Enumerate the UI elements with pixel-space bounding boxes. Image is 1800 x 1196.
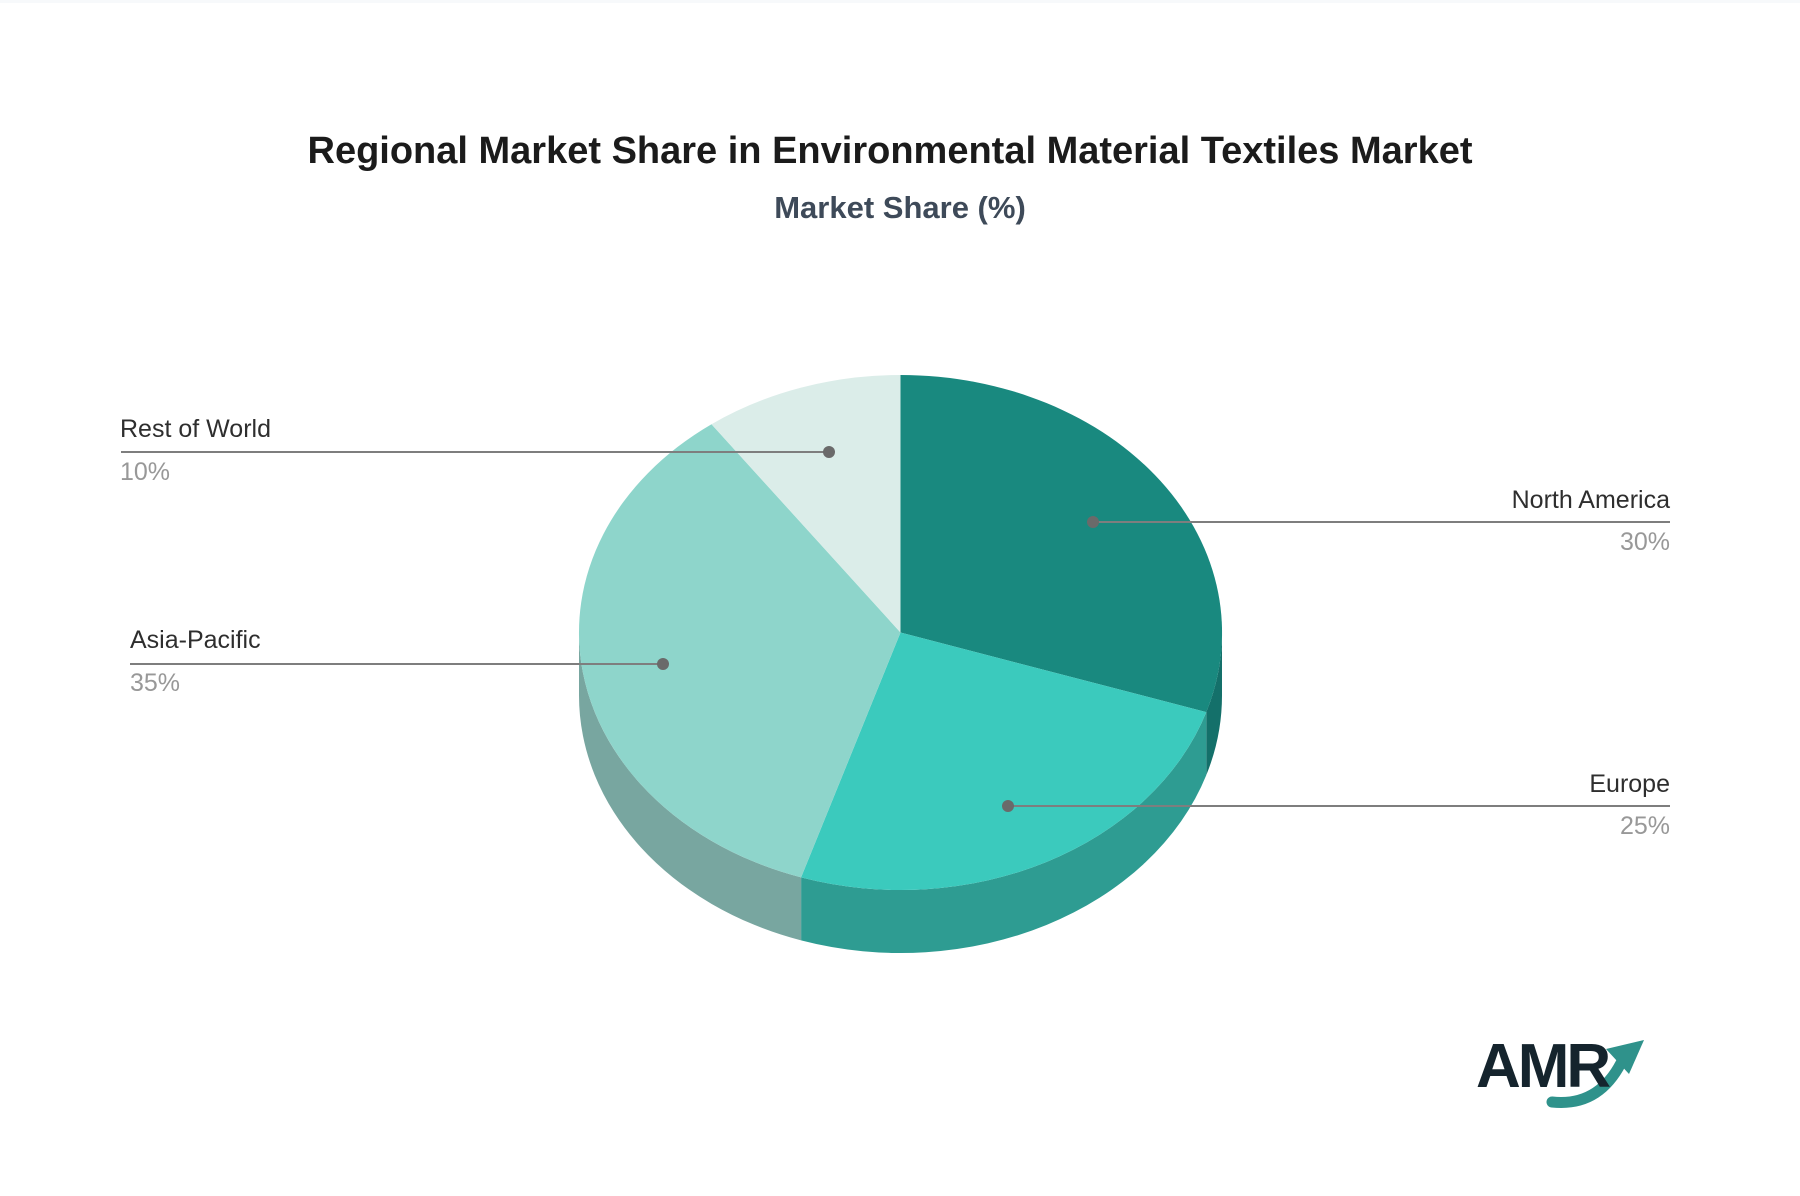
value-asia-pacific: 35% (130, 669, 181, 697)
value-rest-of-world: 10% (120, 458, 171, 486)
label-rest-of-world: Rest of World (120, 415, 271, 443)
leader-dot-north-america (1087, 516, 1099, 528)
leader-dot-rest-of-world (823, 446, 835, 458)
top-edge-strip (0, 0, 1800, 3)
leader-dot-asia-pacific (657, 658, 669, 670)
pie-slice-asia-pacific[interactable] (578, 424, 901, 878)
pie-slice-north-america[interactable] (900, 375, 1223, 713)
leader-dot-europe (1002, 800, 1014, 812)
pie-slice-side-north-america (1206, 632, 1223, 776)
pie-slice-rest-of-world[interactable] (711, 375, 901, 633)
pie-slice-side-asia-pacific (579, 632, 802, 941)
label-europe: Europe (1589, 770, 1670, 798)
pie-slice-side-europe (801, 712, 1207, 954)
logo-arrowhead-icon (1606, 1040, 1644, 1074)
pie-slice-europe[interactable] (801, 632, 1207, 891)
chart-subtitle: Market Share (%) (774, 190, 1026, 225)
amr-logo: AMR (1476, 1032, 1611, 1101)
value-north-america: 30% (1619, 528, 1670, 556)
value-europe: 25% (1619, 812, 1670, 840)
label-asia-pacific: Asia-Pacific (130, 626, 261, 654)
logo-arrow-icon (1546, 1057, 1627, 1109)
page-title: Regional Market Share in Environmental M… (307, 130, 1473, 172)
label-north-america: North America (1511, 486, 1670, 514)
